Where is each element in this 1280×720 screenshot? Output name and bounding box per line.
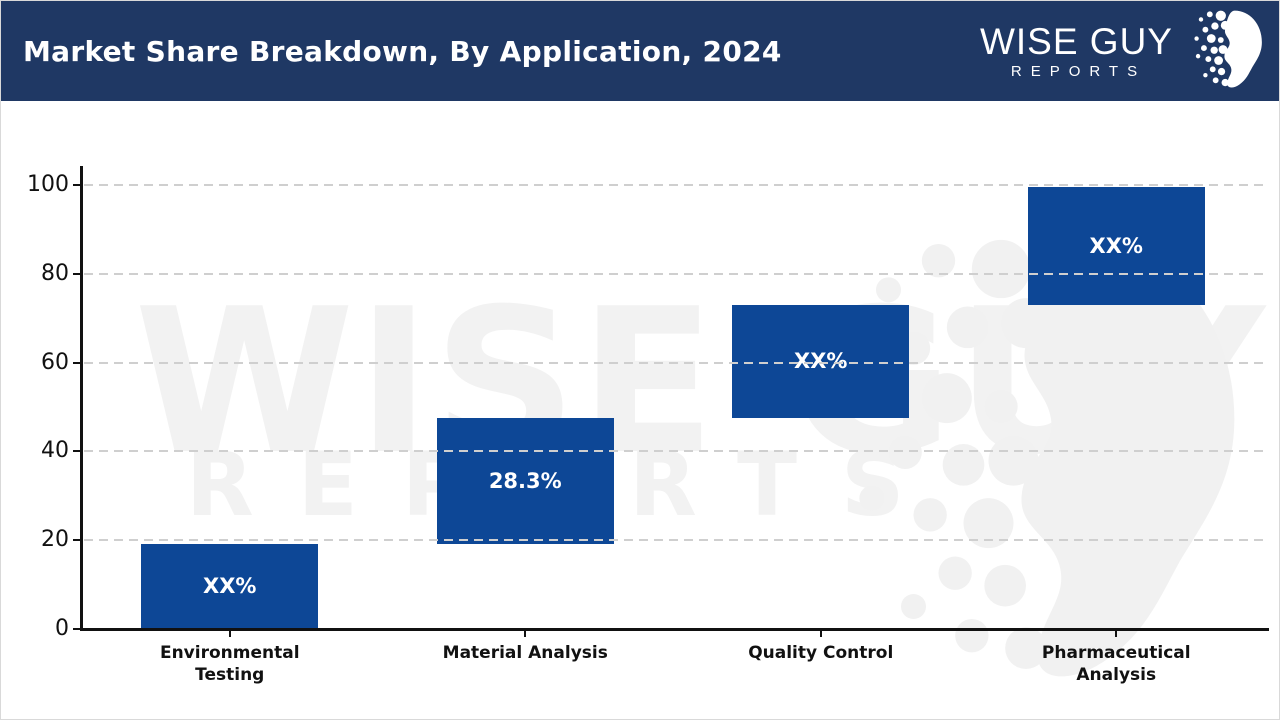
wiseguy-logo: WISE GUY REPORTS — [980, 5, 1269, 97]
y-gridline — [84, 272, 1269, 275]
x-category-label-line: Pharmaceutical — [1041, 643, 1191, 663]
x-tick — [1115, 629, 1118, 637]
y-tick — [73, 272, 81, 275]
y-tick — [73, 539, 81, 542]
x-category-label-line: Environmental — [159, 643, 300, 663]
waterfall-bar: 28.3% — [436, 418, 614, 544]
x-tick — [524, 629, 527, 637]
y-gridline — [84, 361, 1269, 364]
x-category-label-line: Quality Control — [748, 643, 894, 663]
x-category-label-line: Testing — [195, 665, 265, 685]
x-tick — [819, 629, 822, 637]
bar-value-label: XX% — [794, 349, 848, 374]
y-tick — [73, 184, 81, 186]
y-axis-line — [80, 166, 83, 631]
logo-text: WISE GUY REPORTS — [979, 20, 1173, 80]
waterfall-bar: XX% — [141, 543, 319, 629]
x-category-label: Quality Control — [748, 642, 893, 664]
y-tick-label: 40 — [41, 438, 69, 464]
waterfall-bar: XX% — [1027, 187, 1205, 305]
page-title: Market Share Breakdown, By Application, … — [23, 34, 782, 68]
logo-sub-text: REPORTS — [1010, 62, 1147, 80]
x-axis-line — [80, 628, 1269, 631]
y-tick — [73, 361, 81, 364]
wiseguy-head-icon — [1177, 7, 1269, 95]
bar-value-label: XX% — [1089, 234, 1143, 259]
y-gridline — [84, 184, 1269, 186]
y-tick-label: 100 — [27, 172, 69, 197]
waterfall-bar: XX% — [732, 304, 910, 419]
x-category-label-line: Analysis — [1076, 665, 1157, 685]
x-category-label: Environmental Testing — [160, 642, 300, 686]
logo-brand-text: WISE GUY — [979, 20, 1173, 62]
y-tick-label: 80 — [41, 260, 69, 286]
y-tick-label: 0 — [55, 616, 69, 641]
x-category-label: Material Analysis — [443, 642, 608, 664]
y-gridline — [84, 450, 1269, 453]
y-tick-label: 20 — [41, 527, 69, 553]
y-gridline — [84, 539, 1269, 542]
y-tick-label: 60 — [41, 349, 69, 375]
bar-value-label: XX% — [203, 574, 257, 599]
x-category-label-line: Material Analysis — [442, 643, 608, 663]
x-category-label: Pharmaceutical Analysis — [1042, 642, 1191, 686]
bar-value-label: 28.3% — [488, 468, 562, 493]
y-tick — [73, 628, 81, 630]
x-tick — [228, 629, 231, 637]
header: Market Share Breakdown, By Application, … — [1, 1, 1279, 101]
y-tick — [73, 450, 81, 453]
